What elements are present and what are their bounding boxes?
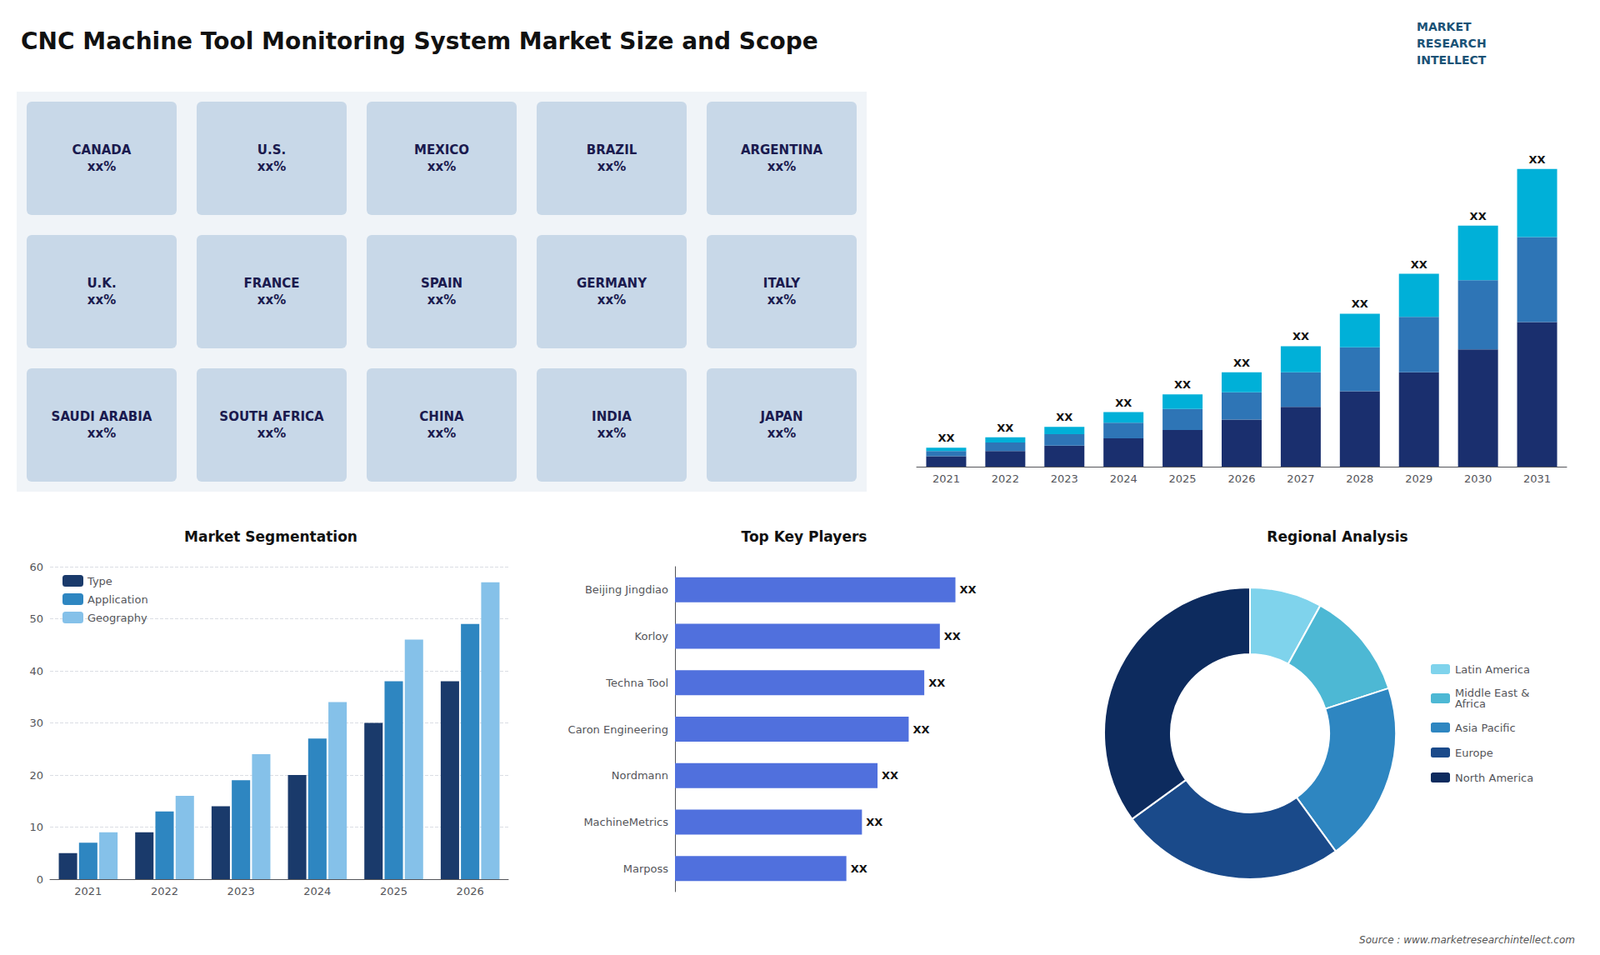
- svg-text:CHINA: CHINA: [419, 409, 465, 425]
- svg-text:xx%: xx%: [767, 159, 796, 175]
- svg-text:2026: 2026: [1227, 472, 1255, 485]
- svg-text:2025: 2025: [1169, 472, 1197, 485]
- svg-text:XX: XX: [944, 630, 961, 643]
- svg-text:Nordmann: Nordmann: [611, 769, 669, 782]
- svg-text:CNC Machine Tool Monitoring Sy: CNC Machine Tool Monitoring System Marke…: [20, 27, 819, 55]
- svg-text:2029: 2029: [1405, 472, 1433, 485]
- svg-text:Source : www.marketresearchint: Source : www.marketresearchintellect.com: [1359, 934, 1575, 946]
- svg-text:XX: XX: [912, 723, 930, 736]
- svg-text:U.K.: U.K.: [86, 275, 116, 291]
- svg-text:XX: XX: [881, 769, 899, 782]
- svg-text:50: 50: [29, 612, 44, 625]
- svg-text:xx%: xx%: [597, 159, 626, 175]
- svg-text:North America: North America: [1455, 771, 1534, 785]
- svg-text:10: 10: [29, 820, 44, 834]
- svg-text:XX: XX: [1292, 330, 1310, 343]
- svg-text:FRANCE: FRANCE: [243, 275, 300, 291]
- svg-text:30: 30: [29, 716, 44, 730]
- svg-text:MEXICO: MEXICO: [414, 142, 470, 158]
- svg-text:Market Segmentation: Market Segmentation: [184, 528, 358, 545]
- svg-text:xx%: xx%: [597, 425, 626, 441]
- svg-text:xx%: xx%: [767, 292, 796, 308]
- svg-text:U.S.: U.S.: [257, 142, 286, 158]
- svg-text:xx%: xx%: [87, 292, 116, 308]
- svg-text:XX: XX: [1174, 378, 1191, 391]
- svg-text:2030: 2030: [1464, 472, 1492, 485]
- svg-text:XX: XX: [1115, 396, 1132, 410]
- svg-text:2024: 2024: [1110, 472, 1138, 485]
- svg-text:Korloy: Korloy: [635, 630, 670, 643]
- svg-text:xx%: xx%: [767, 425, 796, 441]
- svg-text:XX: XX: [865, 815, 883, 829]
- svg-text:XX: XX: [960, 583, 977, 596]
- svg-text:SPAIN: SPAIN: [420, 275, 463, 291]
- svg-text:BRAZIL: BRAZIL: [586, 142, 638, 158]
- svg-text:2024: 2024: [303, 885, 331, 898]
- svg-text:Regional Analysis: Regional Analysis: [1266, 528, 1408, 545]
- svg-text:INTELLECT: INTELLECT: [1416, 53, 1487, 67]
- svg-text:ITALY: ITALY: [763, 275, 801, 291]
- svg-text:Africa: Africa: [1455, 697, 1486, 710]
- svg-text:2022: 2022: [150, 885, 179, 898]
- svg-text:SOUTH AFRICA: SOUTH AFRICA: [219, 409, 325, 425]
- svg-text:XX: XX: [1410, 258, 1428, 271]
- svg-text:2028: 2028: [1345, 472, 1374, 485]
- svg-text:Application: Application: [87, 593, 149, 606]
- svg-text:xx%: xx%: [257, 425, 286, 441]
- svg-text:2031: 2031: [1523, 472, 1551, 485]
- svg-text:XX: XX: [1055, 410, 1073, 424]
- svg-text:RESEARCH: RESEARCH: [1416, 36, 1487, 50]
- svg-text:xx%: xx%: [597, 292, 626, 308]
- svg-text:XX: XX: [1529, 153, 1546, 166]
- svg-text:Top Key Players: Top Key Players: [741, 528, 868, 545]
- svg-text:Techna Tool: Techna Tool: [605, 676, 669, 690]
- svg-text:XX: XX: [1233, 356, 1250, 370]
- svg-text:xx%: xx%: [257, 159, 286, 175]
- svg-text:XX: XX: [937, 431, 955, 445]
- svg-text:XX: XX: [1470, 210, 1487, 223]
- svg-text:2022: 2022: [991, 472, 1020, 485]
- svg-text:xx%: xx%: [87, 159, 116, 175]
- svg-text:2025: 2025: [380, 885, 408, 898]
- svg-text:CANADA: CANADA: [72, 142, 132, 158]
- svg-text:Geography: Geography: [87, 611, 148, 625]
- svg-text:2021: 2021: [932, 472, 960, 485]
- svg-text:XX: XX: [1351, 297, 1369, 310]
- svg-text:0: 0: [36, 873, 44, 886]
- svg-text:xx%: xx%: [87, 425, 116, 441]
- svg-text:INDIA: INDIA: [591, 409, 632, 425]
- svg-text:40: 40: [29, 665, 44, 678]
- svg-text:ARGENTINA: ARGENTINA: [740, 142, 824, 158]
- svg-text:MachineMetrics: MachineMetrics: [583, 815, 669, 829]
- svg-text:xx%: xx%: [427, 425, 456, 441]
- svg-text:Marposs: Marposs: [623, 862, 670, 875]
- svg-text:Middle East &: Middle East &: [1455, 686, 1530, 700]
- svg-text:XX: XX: [928, 676, 945, 690]
- svg-text:JAPAN: JAPAN: [760, 409, 804, 425]
- svg-text:MARKET: MARKET: [1416, 20, 1472, 34]
- svg-text:Asia Pacific: Asia Pacific: [1455, 721, 1516, 735]
- svg-text:2023: 2023: [227, 885, 255, 898]
- svg-text:SAUDI ARABIA: SAUDI ARABIA: [51, 409, 153, 425]
- svg-text:2021: 2021: [74, 885, 102, 898]
- svg-text:2023: 2023: [1050, 472, 1079, 485]
- svg-text:Europe: Europe: [1455, 746, 1494, 760]
- svg-text:Latin America: Latin America: [1455, 663, 1530, 676]
- svg-text:Caron Engineering: Caron Engineering: [568, 723, 669, 736]
- svg-text:2027: 2027: [1286, 472, 1315, 485]
- svg-text:Type: Type: [86, 575, 113, 588]
- svg-text:2026: 2026: [456, 885, 485, 898]
- svg-text:xx%: xx%: [427, 292, 456, 308]
- svg-text:xx%: xx%: [257, 292, 286, 308]
- svg-text:60: 60: [29, 560, 44, 574]
- svg-text:20: 20: [29, 769, 44, 782]
- svg-text:XX: XX: [996, 421, 1014, 435]
- svg-text:Beijing Jingdiao: Beijing Jingdiao: [585, 583, 669, 596]
- svg-text:XX: XX: [850, 862, 868, 875]
- svg-text:xx%: xx%: [427, 159, 456, 175]
- svg-text:GERMANY: GERMANY: [576, 275, 648, 291]
